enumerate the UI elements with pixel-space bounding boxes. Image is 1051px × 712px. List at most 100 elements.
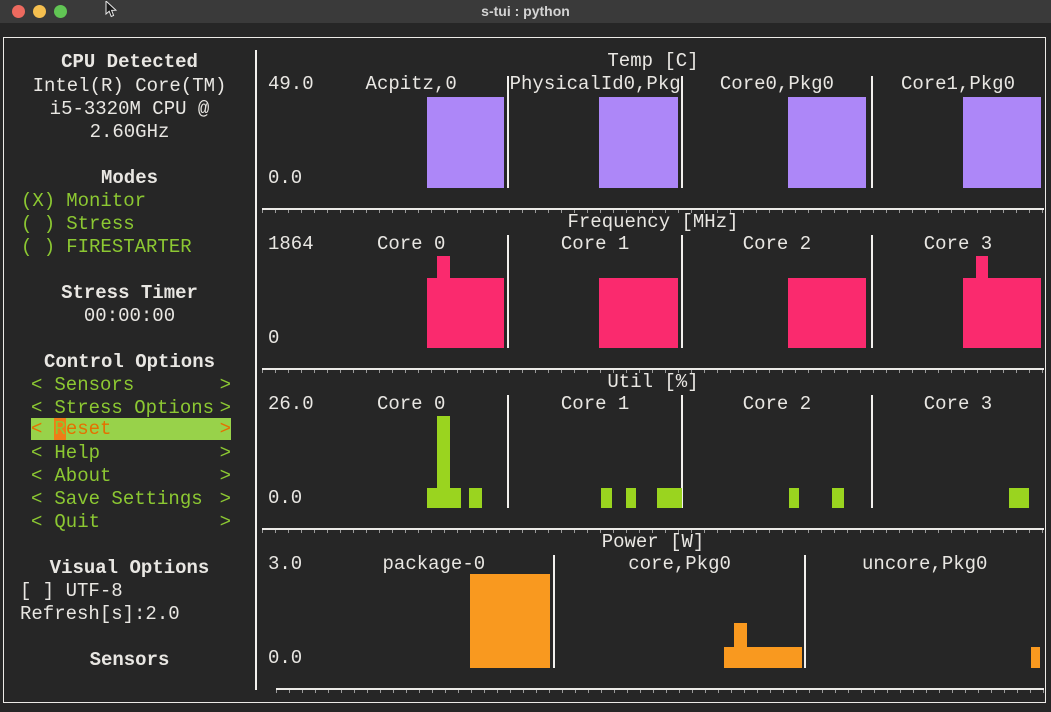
close-button[interactable] [12, 5, 25, 18]
bracket-right: > [219, 511, 231, 533]
bar-frequency [788, 278, 867, 348]
refresh-rate-field[interactable]: Refresh[s]:2.0 [20, 603, 180, 625]
window-title: s-tui : python [481, 3, 570, 19]
column-divider [680, 76, 683, 188]
bar-util [601, 488, 613, 508]
minimize-button[interactable] [33, 5, 46, 18]
bar-util [437, 416, 450, 508]
bracket-left: < [31, 488, 43, 510]
graph-frequency: Frequency [MHz] 1864 0 Core 0 Core 1 Core 2 Co… [262, 208, 1044, 368]
menu-item-reset-highlighted[interactable]: < Reset > [31, 418, 231, 440]
section-divider [262, 368, 1044, 374]
radio-state: ( ) [21, 213, 56, 235]
bar-util [468, 488, 483, 508]
menu-label: Reset [54, 418, 112, 440]
section-divider [262, 208, 1044, 214]
column-divider [804, 555, 807, 668]
bar-temp [963, 97, 1041, 188]
sensors-header: Sensors [89, 649, 170, 671]
menu-item-about[interactable]: < About > [31, 465, 231, 488]
bracket-right: > [219, 465, 231, 487]
section-divider [262, 528, 1044, 534]
bar-temp [598, 97, 679, 188]
bar-frequency [976, 256, 989, 348]
sidebar: CPU Detected Intel(R) Core(TM) i5-3320M … [4, 38, 255, 700]
mode-radio-firestarter[interactable]: ( ) FIRESTARTER [21, 236, 255, 259]
column-label: uncore,Pkg0 [862, 553, 988, 575]
sidebar-divider [255, 50, 257, 690]
radio-state: (X) [21, 190, 56, 212]
zoom-button[interactable] [54, 5, 67, 18]
bar-frequency [437, 256, 450, 348]
bracket-left: < [31, 397, 43, 419]
y-axis-min-label: 0 [268, 327, 280, 349]
bar-util [625, 488, 636, 508]
bar-util [832, 488, 845, 508]
menu-label: Stress Options [54, 397, 215, 419]
column-label: Core 3 [923, 393, 993, 415]
stress-timer-header: Stress Timer [61, 282, 198, 304]
cpu-model-line-3: 2.60GHz [89, 121, 170, 143]
bar-power [469, 574, 550, 668]
mode-radio-stress[interactable]: ( ) Stress [21, 213, 255, 236]
mouse-cursor-icon [105, 1, 117, 18]
cpu-model-line-1: Intel(R) Core(TM) [32, 75, 227, 97]
menu-label: Quit [54, 511, 101, 533]
menu-item-help[interactable]: < Help > [31, 442, 231, 465]
bar-temp [426, 97, 505, 188]
column-label: Core 2 [742, 393, 812, 415]
column-label: Acpitz,0 [365, 73, 457, 95]
graph-temp: Temp [C] 49.0 0.0 Acpitz,0 PhysicalId0,Pkg Co… [262, 38, 1044, 208]
graph-canvas-frequency [262, 244, 1044, 348]
menu-item-save-settings[interactable]: < Save Settings > [31, 488, 231, 511]
radio-label: Monitor [66, 190, 147, 212]
bar-util [788, 488, 800, 508]
bar-util [1009, 488, 1030, 508]
column-label: Core 2 [742, 233, 812, 255]
column-divider [507, 235, 510, 348]
menu-item-quit[interactable]: < Quit > [31, 511, 231, 534]
y-axis-max-label: 3.0 [268, 553, 303, 575]
column-divider [870, 235, 873, 348]
column-label: core,Pkg0 [628, 553, 731, 575]
radio-label: Stress [66, 213, 135, 235]
column-label: Core0,Pkg0 [719, 73, 834, 95]
column-divider [680, 235, 683, 348]
bracket-right: > [219, 374, 231, 396]
column-divider [507, 395, 510, 508]
y-axis-max-label: 1864 [268, 233, 314, 255]
column-label: PhysicalId0,Pkg [509, 73, 681, 95]
menu-label: Save Settings [54, 488, 203, 510]
column-label: Core 0 [376, 233, 446, 255]
bar-power [1030, 647, 1041, 668]
bracket-left: < [31, 418, 43, 440]
y-axis-min-label: 0.0 [268, 487, 303, 509]
column-divider [507, 76, 510, 188]
menu-item-sensors[interactable]: < Sensors > [31, 374, 231, 397]
y-axis-max-label: 26.0 [268, 393, 314, 415]
graphs-area: Temp [C] 49.0 0.0 Acpitz,0 PhysicalId0,Pkg Co… [262, 38, 1044, 700]
bracket-left: < [31, 465, 43, 487]
graph-util: Util [%] 26.0 0.0 Core 0 Core 1 Core 2 Core 3 [262, 368, 1044, 528]
graph-title-power: Power [W] [601, 531, 705, 553]
column-divider [552, 555, 555, 668]
cpu-detected-header: CPU Detected [61, 51, 198, 73]
bracket-left: < [31, 374, 43, 396]
bracket-right: > [219, 488, 231, 510]
column-label: Core 0 [376, 393, 446, 415]
title-bar: s-tui : python [0, 0, 1051, 23]
control-options-header: Control Options [43, 351, 216, 373]
graph-title-temp: Temp [C] [607, 50, 699, 72]
graph-canvas-power [262, 564, 1044, 668]
terminal-content: CPU Detected Intel(R) Core(TM) i5-3320M … [3, 37, 1046, 703]
bracket-right: > [219, 397, 231, 419]
column-divider [870, 76, 873, 188]
column-label: Core1,Pkg0 [900, 73, 1015, 95]
utf8-checkbox[interactable]: [ ] UTF-8 [20, 580, 123, 602]
menu-label: Help [54, 442, 101, 464]
mode-radio-monitor[interactable]: (X) Monitor [21, 190, 255, 213]
text-cursor-block: R [54, 418, 66, 440]
menu-label: Sensors [54, 374, 135, 396]
menu-item-stress-options[interactable]: < Stress Options > [31, 397, 231, 420]
